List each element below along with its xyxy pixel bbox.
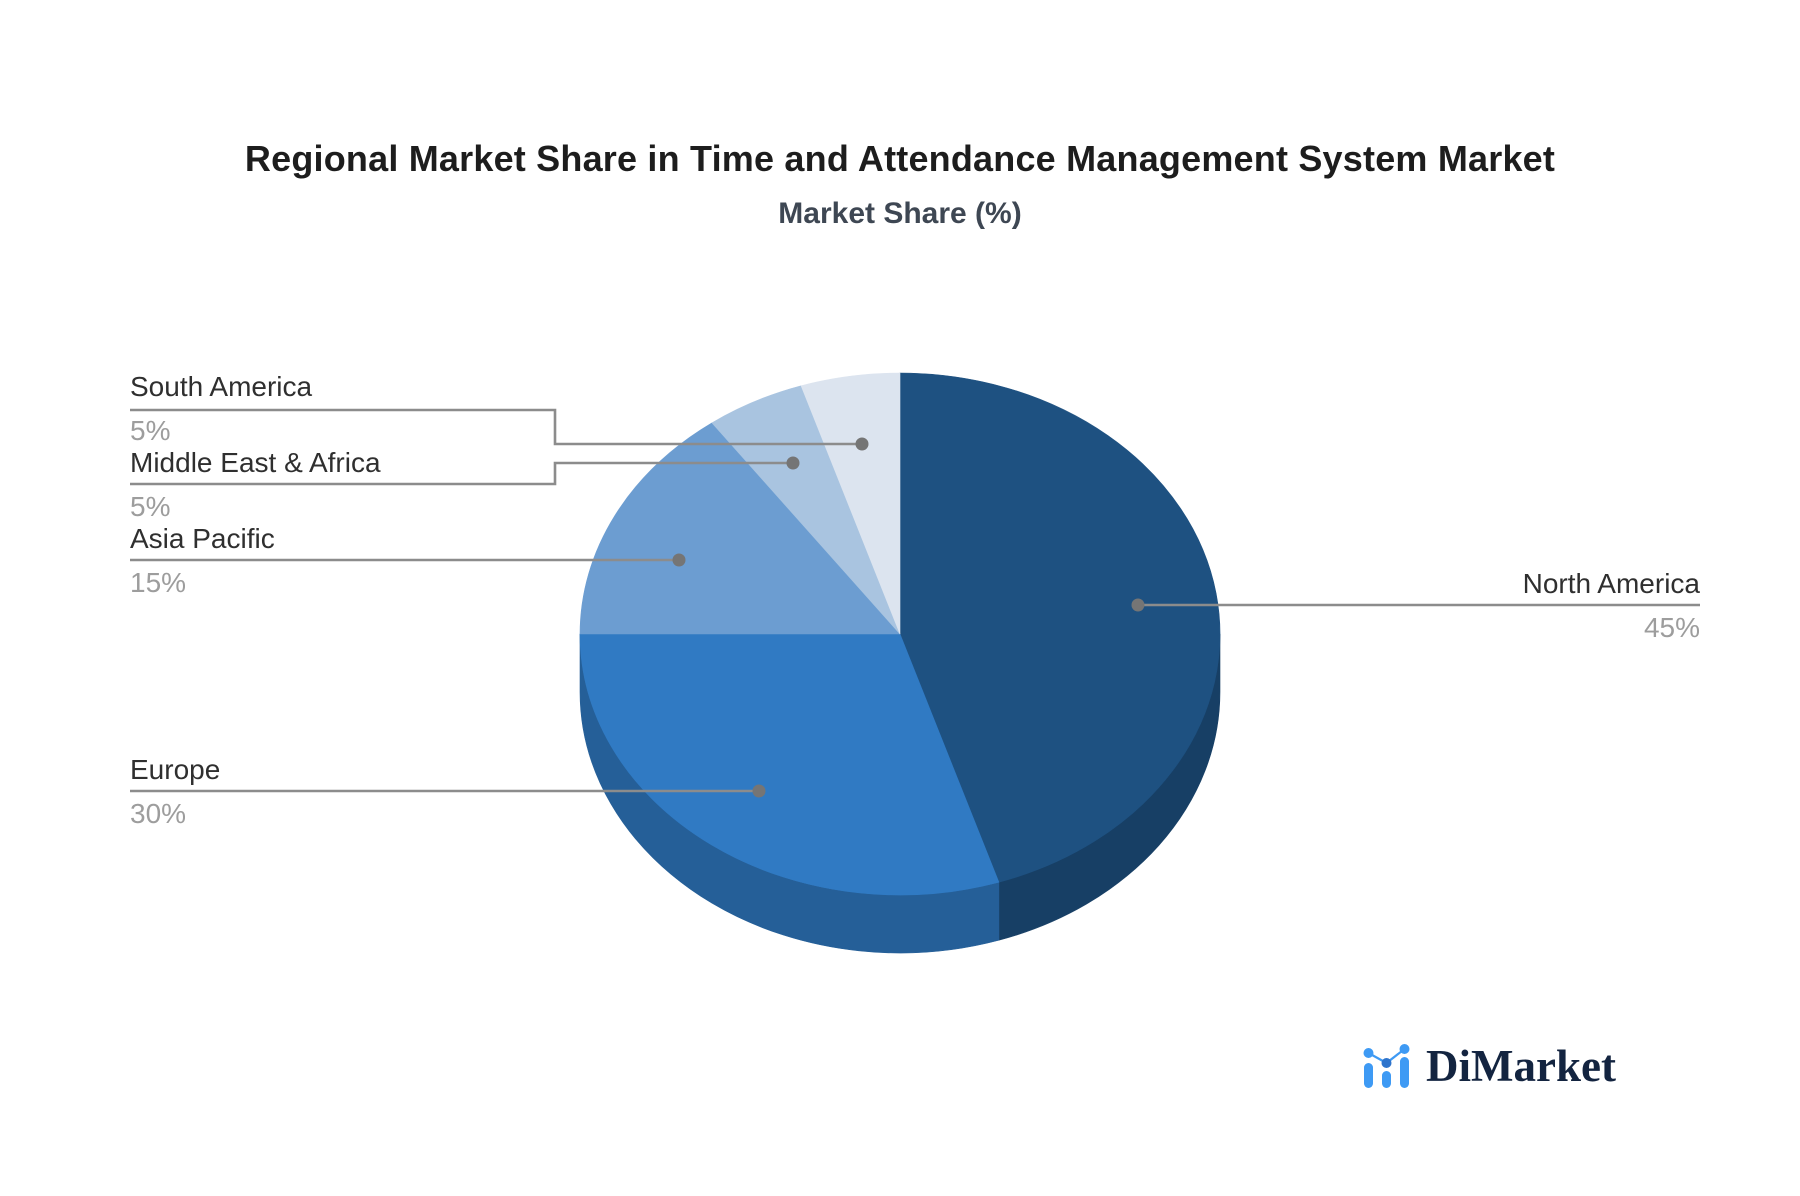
dimarket-logo: DiMarket [1360,1042,1616,1090]
bar-line-chart-icon [1363,1044,1410,1088]
logo-dot-1 [1363,1048,1374,1058]
label-europe: Europe 30% [130,755,220,829]
pie-slice-south-america [800,372,901,635]
leader-dot-asia-pacific [672,553,686,567]
pie-slice-north-america [899,372,1221,883]
logo-bar-3 [1400,1057,1409,1088]
label-south-america: South America 5% [130,372,312,446]
label-south-america-name: South America [130,371,313,402]
label-europe-value: 30% [130,798,187,829]
label-europe-name: Europe [130,754,221,785]
label-middle-east-africa-value: 5% [130,491,171,522]
logo-dot-2 [1381,1058,1392,1068]
logo-dot-3 [1399,1044,1410,1054]
leader-dot-south-america [855,437,869,451]
label-middle-east-africa-name: Middle East & Africa [130,447,381,478]
leader-dot-middle-east-africa [786,456,800,470]
label-middle-east-africa: Middle East & Africa 5% [130,448,381,522]
leader-dot-europe [752,784,766,798]
leader-line-middle-east-africa [130,461,793,486]
dimarket-logo-text: DiMarket [1426,1041,1616,1091]
leader-line-south-america [130,408,862,446]
pie-slice-asia-pacific [579,422,901,635]
label-north-america-name: North America [1522,568,1700,599]
logo-bar-2 [1382,1071,1391,1088]
leader-dot-north-america [1131,598,1145,612]
label-north-america-value: 45% [1643,612,1700,643]
label-asia-pacific-name: Asia Pacific [130,523,275,554]
label-south-america-value: 5% [130,415,171,446]
label-north-america: North America 45% [1523,569,1700,643]
label-asia-pacific-value: 15% [130,567,187,598]
page-title: Regional Market Share in Time and Attend… [244,138,1556,179]
chart-subtitle: Market Share (%) [778,197,1022,230]
label-asia-pacific: Asia Pacific 15% [130,524,275,598]
pie-slice-europe [579,633,1000,896]
logo-bar-1 [1364,1063,1373,1088]
